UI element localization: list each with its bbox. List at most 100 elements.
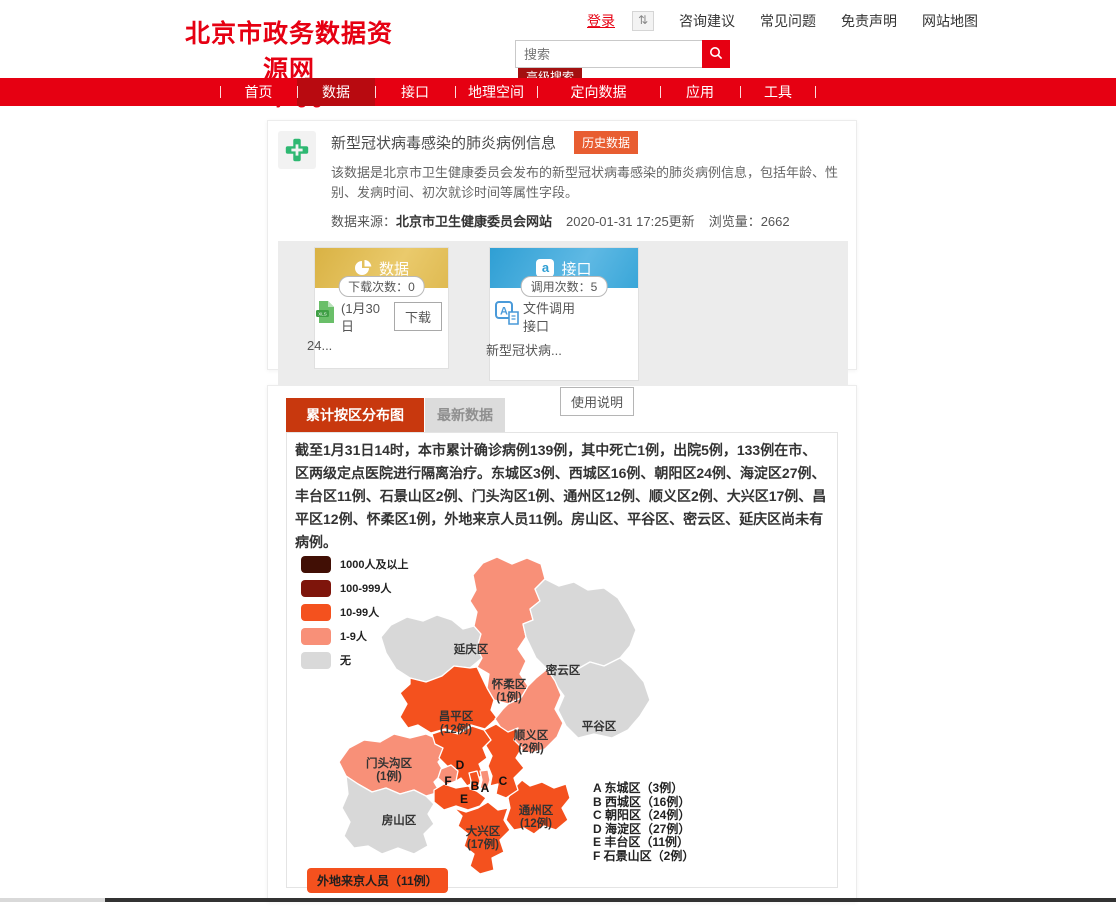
svg-text:XLS: XLS [318,312,327,317]
map-label-huairou-cases: (1例) [496,690,522,704]
district-dongcheng [479,769,491,791]
legend-swatch [301,651,331,669]
pie-chart-icon [354,259,372,277]
map-letter-f: F [444,774,451,788]
site-header: 北京市政务数据资源网 data.beijing.gov.cn 登录 ⇅ 咨询建议… [0,0,1116,108]
district-miyun [522,578,637,671]
nonlocal-cases-label: 外地来京人员（11例） [307,868,448,893]
legend-row: 10-99人 [301,600,408,624]
district-pinggu [547,657,651,739]
map-label-shunyi: 顺义区 [514,728,549,742]
history-data-badge: 历史数据 [574,131,639,154]
call-count-badge: 调用次数：5 [520,276,608,298]
legend-line: D 海淀区（27例） [593,821,691,836]
legend-swatch [301,579,331,597]
dataset-meta: 数据来源：北京市卫生健康委员会网站 2020-01-31 17:25更新 浏览量：2… [331,211,853,230]
top-links: 登录 ⇅ 咨询建议 常见问题 免责声明 网站地图 [587,11,978,31]
tab-latest-data[interactable]: 最新数据 [425,398,505,432]
dataset-info-card: 新型冠状病毒感染的肺炎病例信息 历史数据 该数据是北京市卫生健康委员会发布的新型… [267,120,857,417]
file-name-truncated: 24... [307,338,333,354]
nav-item-home[interactable]: 首页 [220,78,297,106]
district-xicheng [468,770,481,792]
top-link-sitemap[interactable]: 网站地图 [922,13,978,29]
map-label-tongzhou-cases: (12例) [520,816,552,830]
legend-line: E 丰台区（11例） [593,835,690,849]
search-input[interactable] [515,40,702,68]
nav-item-geospace[interactable]: 地理空间 [455,78,537,106]
map-label-mentougou-cases: (1例) [376,769,402,783]
api-name[interactable]: 文件调用接口 [523,301,576,335]
api-name-truncated[interactable]: 新型冠状病... [486,343,562,359]
dataset-title: 新型冠状病毒感染的肺炎病例信息 [331,135,557,152]
map-letter-b: B [471,779,480,793]
legend-line: B 西城区（16例） [593,794,691,809]
file-name: (1月30日 [341,301,381,334]
file-call-icon: A [495,300,519,331]
download-button[interactable]: 下载 [393,302,442,332]
map-label-pinggu: 平谷区 [582,719,617,733]
map-label-changping: 昌平区 [439,710,474,723]
district-shijingshan [437,764,459,786]
legend-swatch [301,627,331,645]
district-fangshan [341,775,435,855]
tab-district-distribution[interactable]: 累计按区分布图 [286,398,424,432]
source-label: 数据来源： [331,214,397,230]
map-letter-a: A [481,781,490,795]
map-area: 1000人及以上 100-999人 10-99人 1-9人 无 [295,554,829,904]
district-daxing [453,801,511,875]
legend-row: 1000人及以上 [301,552,408,576]
api-bubble-icon: a [536,259,555,278]
top-link-disclaimer[interactable]: 免责声明 [841,13,897,29]
scrollbar-thumb[interactable] [105,898,1116,902]
dataset-description: 该数据是北京市卫生健康委员会发布的新型冠状病毒感染的肺炎病例信息，包括年龄、性别… [331,165,839,201]
legend-line: C 朝阳区（24例） [593,808,691,822]
map-letter-d: D [456,758,465,772]
color-legend: 1000人及以上 100-999人 10-99人 1-9人 无 [301,552,408,672]
horizontal-scrollbar[interactable] [0,898,1116,902]
nav-item-directed-data[interactable]: 定向数据 [537,78,660,106]
map-letter-e: E [460,792,468,806]
legend-line: F 石景山区（2例） [593,848,695,863]
api-card-title: 接口 [561,260,592,278]
map-label-shunyi-cases: (2例) [518,741,544,755]
legend-swatch [301,603,331,621]
beijing-map: 延庆区 密云区 怀柔区 (1例) 昌平区 (12例) 顺义区 (2例) 平谷区 … [338,557,651,875]
tab-panel: 截至1月31日14时，本市累计确诊病例139例，其中死亡1例，出院5例，133例… [286,432,838,893]
data-card-title: 数据 [378,260,409,278]
nav-item-apps[interactable]: 应用 [660,78,740,106]
main-content: 新型冠状病毒感染的肺炎病例信息 历史数据 该数据是北京市卫生健康委员会发布的新型… [267,120,857,902]
legend-row: 1-9人 [301,624,408,648]
legend-row: 100-999人 [301,576,408,600]
map-label-huairou: 怀柔区 [492,677,527,691]
map-label-tongzhou: 通州区 [519,804,554,817]
updated-time: 2020-01-31 17:25更新 [566,214,695,230]
map-label-daxing: 大兴区 [466,824,501,838]
arrows-toggle-icon[interactable]: ⇅ [632,11,654,31]
district-changping [399,665,498,734]
xls-file-icon: XLS [316,300,336,329]
nav-item-tools[interactable]: 工具 [740,78,816,106]
usage-instructions-button[interactable]: 使用说明 [559,387,634,417]
search-icon [709,46,723,63]
map-label-mentougou: 门头沟区 [366,756,412,770]
district-huairou [469,557,546,705]
login-link[interactable]: 登录 [587,13,615,29]
map-letter-c: C [499,774,508,788]
main-nav: 首页 数据 接口 地理空间 定向数据 应用 工具 [0,78,1116,106]
health-commission-logo [278,131,316,169]
map-label-daxing-cases: (17例) [467,837,499,851]
green-cross-icon [285,138,309,162]
map-label-changping-cases: (12例) [440,722,472,736]
district-tongzhou [505,779,571,835]
legend-swatch [301,555,331,573]
nav-item-api[interactable]: 接口 [375,78,455,106]
search-button[interactable] [702,40,730,68]
nav-item-data[interactable]: 数据 [297,78,375,106]
api-resource-card: a 接口 调用次数：5 A 文件调用接口 新型冠状病... 使用说明 [486,247,639,417]
site-title: 北京市政务数据资源网 [184,20,393,84]
top-link-faq[interactable]: 常见问题 [760,13,816,29]
svg-text:A: A [500,306,508,318]
resources-panel: 数据 下载次数：0 XLS (1月30日 下载 24... a 接口 [278,241,848,417]
map-label-yanqing: 延庆区 [453,642,489,656]
top-link-consult[interactable]: 咨询建议 [679,13,735,29]
